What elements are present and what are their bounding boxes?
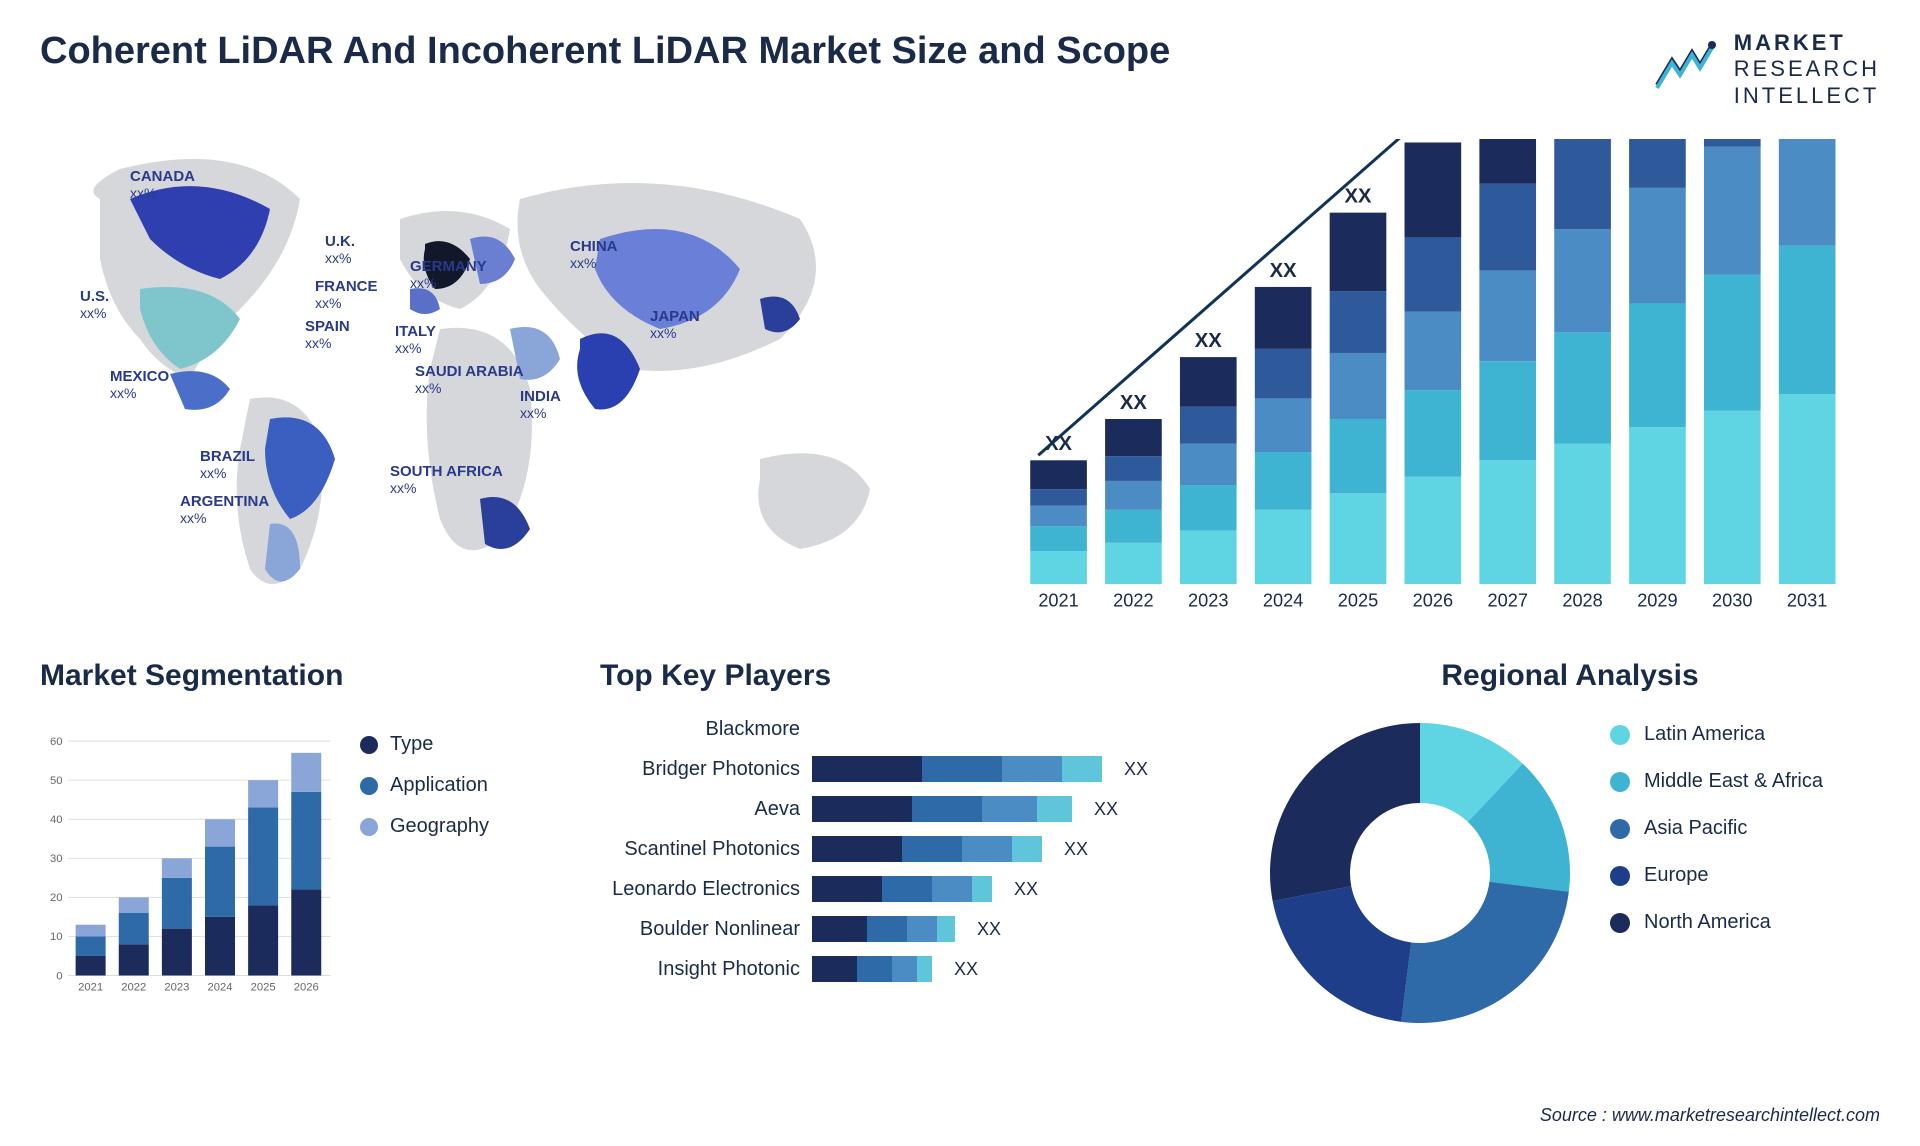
svg-text:50: 50: [50, 775, 63, 787]
svg-text:0: 0: [56, 970, 62, 982]
player-value: XX: [1094, 799, 1118, 820]
svg-text:2025: 2025: [1338, 591, 1378, 611]
seg-legend-geography: Geography: [360, 815, 560, 838]
logo-icon: [1652, 40, 1722, 100]
player-name: Blackmore: [600, 718, 800, 741]
player-name: Leonardo Electronics: [600, 878, 800, 901]
segmentation-legend: Type Application Geography: [360, 713, 560, 1013]
region-legend-northamerica: North America: [1610, 911, 1880, 934]
players-title: Top Key Players: [600, 659, 1220, 693]
player-name: Insight Photonic: [600, 958, 800, 981]
region-legend-asiapacific: Asia Pacific: [1610, 817, 1880, 840]
map-label-france: FRANCExx%: [315, 279, 378, 311]
source-text: Source : www.marketresearchintellect.com: [1540, 1105, 1880, 1126]
svg-text:2031: 2031: [1787, 591, 1827, 611]
region-legend-europe: Europe: [1610, 864, 1880, 887]
svg-text:2027: 2027: [1487, 591, 1527, 611]
map-label-spain: SPAINxx%: [305, 319, 350, 351]
svg-text:2025: 2025: [251, 982, 276, 994]
player-bar: [812, 876, 992, 902]
regional-donut-chart: [1260, 713, 1580, 1033]
map-label-brazil: BRAZILxx%: [200, 449, 255, 481]
svg-text:2026: 2026: [1413, 591, 1453, 611]
player-row-insightphotonic: Insight Photonic XX: [600, 953, 1220, 985]
svg-text:2028: 2028: [1562, 591, 1602, 611]
map-label-italy: ITALYxx%: [395, 324, 436, 356]
growth-chart-panel: XXXXXXXXXXXXXXXXXXXXXX 20212022202320242…: [1010, 139, 1880, 619]
map-label-mexico: MEXICOxx%: [110, 369, 169, 401]
svg-text:2022: 2022: [121, 982, 146, 994]
svg-text:XX: XX: [1270, 260, 1297, 282]
player-bar: [812, 956, 932, 982]
map-label-southafrica: SOUTH AFRICAxx%: [390, 464, 503, 496]
map-label-us: U.S.xx%: [80, 289, 109, 321]
player-row-bridgerphotonics: Bridger Photonics XX: [600, 753, 1220, 785]
player-value: XX: [977, 919, 1001, 940]
svg-text:XX: XX: [1120, 392, 1147, 414]
svg-text:10: 10: [50, 931, 63, 943]
brand-logo: MARKET RESEARCH INTELLECT: [1652, 30, 1880, 109]
svg-text:20: 20: [50, 892, 63, 904]
player-bar: [812, 756, 1102, 782]
svg-text:2023: 2023: [1188, 591, 1228, 611]
players-panel: Top Key Players Blackmore Bridger Photoni…: [600, 659, 1220, 1039]
map-label-canada: CANADAxx%: [130, 169, 195, 201]
regional-panel: Latin America Middle East & Africa Asia Pa…: [1260, 713, 1880, 1033]
seg-legend-application: Application: [360, 774, 560, 797]
player-value: XX: [1124, 759, 1148, 780]
player-bar: [812, 916, 955, 942]
player-value: XX: [954, 959, 978, 980]
player-row-aeva: Aeva XX: [600, 793, 1220, 825]
map-label-uk: U.K.xx%: [325, 234, 355, 266]
player-row-leonardoelectronics: Leonardo Electronics XX: [600, 873, 1220, 905]
svg-text:2022: 2022: [1113, 591, 1153, 611]
page-title: Coherent LiDAR And Incoherent LiDAR Mark…: [40, 30, 1170, 73]
svg-text:2023: 2023: [164, 982, 189, 994]
svg-text:2026: 2026: [294, 982, 319, 994]
map-label-germany: GERMANYxx%: [410, 259, 487, 291]
player-row-scantinelphotonics: Scantinel Photonics XX: [600, 833, 1220, 865]
segmentation-title: Market Segmentation: [40, 659, 560, 693]
regional-legend: Latin America Middle East & Africa Asia Pa…: [1610, 713, 1880, 934]
player-row-blackmore: Blackmore: [600, 713, 1220, 745]
region-legend-middleeastafrica: Middle East & Africa: [1610, 770, 1880, 793]
player-name: Scantinel Photonics: [600, 838, 800, 861]
svg-text:60: 60: [50, 736, 63, 748]
segmentation-panel: Market Segmentation 0 10 20 30 40 50 60 2021 20…: [40, 659, 560, 1039]
svg-text:2030: 2030: [1712, 591, 1752, 611]
svg-text:XX: XX: [1345, 186, 1372, 208]
growth-stacked-bar-chart: XXXXXXXXXXXXXXXXXXXXXX 20212022202320242…: [1010, 139, 1880, 625]
player-value: XX: [1014, 879, 1038, 900]
region-legend-latinamerica: Latin America: [1610, 723, 1880, 746]
map-label-argentina: ARGENTINAxx%: [180, 494, 269, 526]
players-list: BlackmoreBridger PhotonicsXXAevaXXScanti…: [600, 713, 1220, 985]
svg-text:2021: 2021: [78, 982, 103, 994]
svg-text:2024: 2024: [207, 982, 232, 994]
map-label-china: CHINAxx%: [570, 239, 618, 271]
svg-text:2029: 2029: [1637, 591, 1677, 611]
svg-text:2021: 2021: [1038, 591, 1078, 611]
svg-text:2024: 2024: [1263, 591, 1303, 611]
svg-text:30: 30: [50, 853, 63, 865]
player-bar: [812, 796, 1072, 822]
map-label-saudiarabia: SAUDI ARABIAxx%: [415, 364, 524, 396]
world-map-panel: CANADAxx% U.S.xx% MEXICOxx% BRAZILxx% ARGENT…: [40, 139, 980, 619]
player-row-bouldernonlinear: Boulder Nonlinear XX: [600, 913, 1220, 945]
svg-text:XX: XX: [1195, 330, 1222, 352]
map-label-india: INDIAxx%: [520, 389, 561, 421]
map-label-japan: JAPANxx%: [650, 309, 700, 341]
player-name: Boulder Nonlinear: [600, 918, 800, 941]
player-name: Aeva: [600, 798, 800, 821]
regional-title: Regional Analysis: [1260, 659, 1880, 693]
seg-legend-type: Type: [360, 733, 560, 756]
logo-text: MARKET RESEARCH INTELLECT: [1734, 30, 1880, 109]
player-bar: [812, 836, 1042, 862]
player-value: XX: [1064, 839, 1088, 860]
svg-text:40: 40: [50, 814, 63, 826]
player-name: Bridger Photonics: [600, 758, 800, 781]
segmentation-chart: 0 10 20 30 40 50 60 2021 2022 2023 2024 2025 2026: [40, 713, 340, 1013]
